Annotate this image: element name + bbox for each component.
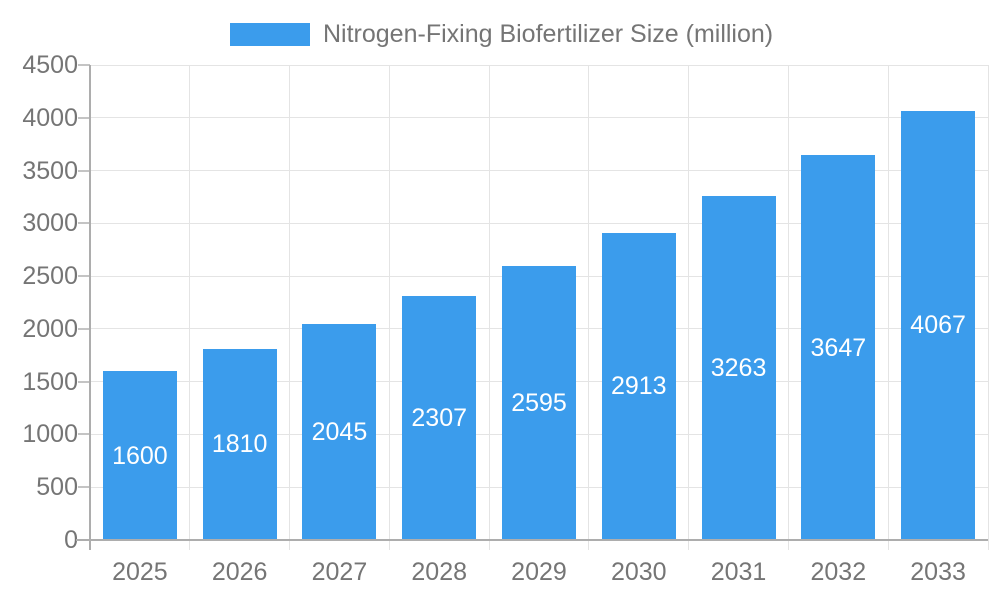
x-axis-label: 2027	[311, 558, 368, 586]
y-axis-line	[89, 65, 91, 550]
gridline-h	[90, 170, 988, 172]
y-tick	[78, 486, 90, 489]
gridline-v	[388, 65, 390, 550]
y-tick	[78, 116, 90, 119]
y-axis-label: 2000	[22, 314, 78, 343]
y-tick	[78, 169, 90, 172]
bar	[901, 110, 976, 540]
y-tick	[78, 64, 90, 66]
x-axis-label: 2033	[910, 558, 966, 586]
bar	[102, 371, 177, 540]
bar-value-label: 1600	[112, 441, 168, 470]
bar-value-label: 3647	[810, 333, 867, 362]
bar-value-label: 2307	[411, 404, 468, 433]
x-axis-label: 2025	[112, 558, 168, 586]
bar	[302, 324, 377, 540]
bar-value-label: 3263	[710, 353, 767, 382]
bar-value-label: 2595	[511, 389, 567, 418]
bar	[502, 266, 576, 540]
y-tick	[78, 275, 90, 278]
bar-value-label: 4067	[910, 311, 966, 340]
legend-swatch	[230, 23, 310, 46]
y-axis-label: 1500	[22, 367, 78, 396]
x-axis-label: 2031	[710, 558, 767, 586]
x-axis-label: 2032	[810, 558, 867, 586]
y-axis-label: 500	[36, 473, 78, 502]
bar-value-label: 2913	[610, 372, 667, 401]
gridline-h	[90, 222, 988, 224]
gridline-h	[90, 117, 988, 119]
gridline-v	[588, 65, 590, 550]
y-tick	[78, 327, 90, 330]
x-axis-label: 2026	[211, 558, 268, 586]
gridline-v	[189, 65, 191, 550]
bar	[801, 155, 876, 540]
bar	[701, 195, 776, 540]
gridline-v	[787, 65, 789, 550]
legend-label: Nitrogen-Fixing Biofertilizer Size (mill…	[323, 20, 774, 48]
gridline-v	[887, 65, 889, 550]
y-axis-label: 4500	[22, 51, 78, 79]
x-axis-label: 2029	[511, 558, 567, 586]
gridline-v	[688, 65, 690, 550]
x-axis-label: 2030	[610, 558, 667, 586]
y-tick	[78, 380, 90, 383]
x-axis-label: 2028	[411, 558, 468, 586]
bar	[202, 348, 277, 540]
y-axis-label: 0	[64, 526, 78, 554]
y-axis-label: 3000	[22, 209, 78, 238]
y-tick	[78, 433, 90, 436]
gridline-v	[987, 65, 989, 550]
bar-value-label: 1810	[211, 430, 268, 459]
y-axis-label: 4000	[22, 103, 78, 132]
y-axis-label: 1000	[22, 420, 78, 449]
y-tick	[78, 222, 90, 225]
gridline-v	[289, 65, 291, 550]
x-axis-line	[76, 539, 988, 541]
bar	[402, 296, 477, 540]
gridline-v	[488, 65, 490, 550]
gridline-h	[90, 64, 988, 66]
y-axis-label: 2500	[22, 262, 78, 291]
bar-value-label: 2045	[311, 418, 368, 447]
bar	[601, 232, 676, 540]
legend: Nitrogen-Fixing Biofertilizer Size (mill…	[230, 22, 773, 47]
y-axis-label: 3500	[22, 156, 78, 185]
